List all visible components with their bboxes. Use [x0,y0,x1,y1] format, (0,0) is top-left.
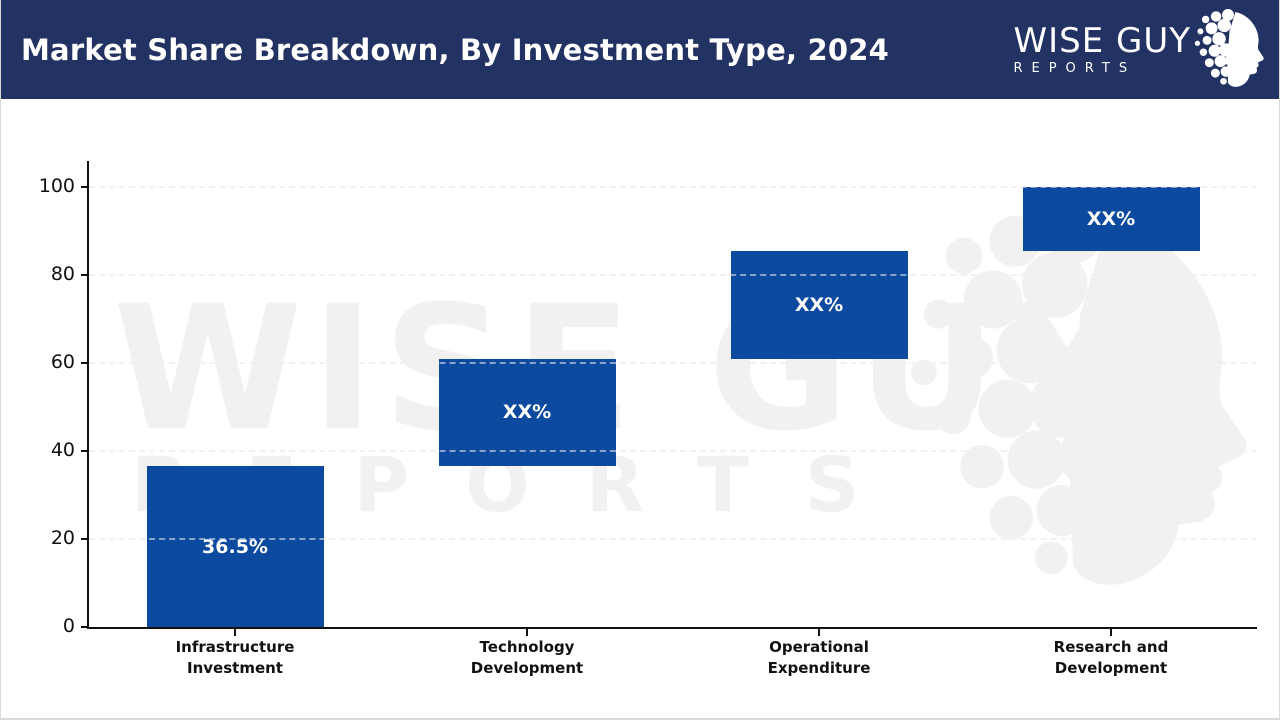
y-axis-tick-label: 100 [38,175,75,197]
y-axis-tick [81,274,89,276]
logo-brand-name: WISE GUY [1013,21,1191,61]
bar-infrastructure-investment: 36.5% [146,466,324,627]
gridline-overlay [89,362,1257,364]
wiseguy-logo: WISE GUY REPORTS [1013,8,1267,91]
logo-brand-sub: REPORTS [1013,61,1137,76]
page-title: Market Share Breakdown, By Investment Ty… [21,32,890,67]
logo-text: WISE GUY REPORTS [1013,24,1191,75]
header-bar: Market Share Breakdown, By Investment Ty… [1,0,1279,99]
category-label-line: Infrastructure [175,638,295,656]
x-axis-tick [818,629,820,636]
category-label-line: Operational [769,638,869,656]
category-label-line: Expenditure [767,659,871,677]
bar-value-label: XX% [1086,207,1136,230]
x-axis-line [87,627,1257,629]
category-label-operational-expenditure: Operational Expenditure [699,637,939,679]
x-axis-tick [234,629,236,636]
x-axis-tick [526,629,528,636]
category-label-infrastructure-investment: Infrastructure Investment [115,637,355,679]
bar-operational-expenditure: XX% [730,250,908,359]
y-axis-tick-label: 0 [62,615,75,637]
gridline-overlay [89,450,1257,452]
category-label-line: Investment [187,659,283,677]
bar-technology-development: XX% [438,358,616,467]
bar-value-label: 36.5% [202,535,268,558]
bar-research-and-development: XX% [1022,187,1200,251]
category-label-research-and-development: Research and Development [991,637,1231,679]
category-label-technology-development: Technology Development [407,637,647,679]
logo-head-icon [1194,8,1264,87]
y-axis-line [87,161,89,629]
category-label-line: Development [1054,659,1168,677]
y-axis-tick-label: 80 [50,263,75,285]
y-axis-tick [81,538,89,540]
bar-value-label: XX% [794,293,844,316]
gridline-overlay [89,538,1257,540]
y-axis-tick [81,626,89,628]
y-axis-tick [81,186,89,188]
y-axis-tick-label: 60 [50,351,75,373]
category-label-line: Development [470,659,584,677]
gridline-overlay [89,186,1257,188]
x-axis-tick [1110,629,1112,636]
y-axis-tick-label: 20 [50,527,75,549]
y-axis-tick [81,362,89,364]
gridline-overlay [89,274,1257,276]
y-axis-tick [81,450,89,452]
bar-value-label: XX% [502,401,552,424]
category-label-line: Technology [479,638,575,656]
category-label-line: Research and [1053,638,1169,656]
y-axis-tick-label: 40 [50,439,75,461]
